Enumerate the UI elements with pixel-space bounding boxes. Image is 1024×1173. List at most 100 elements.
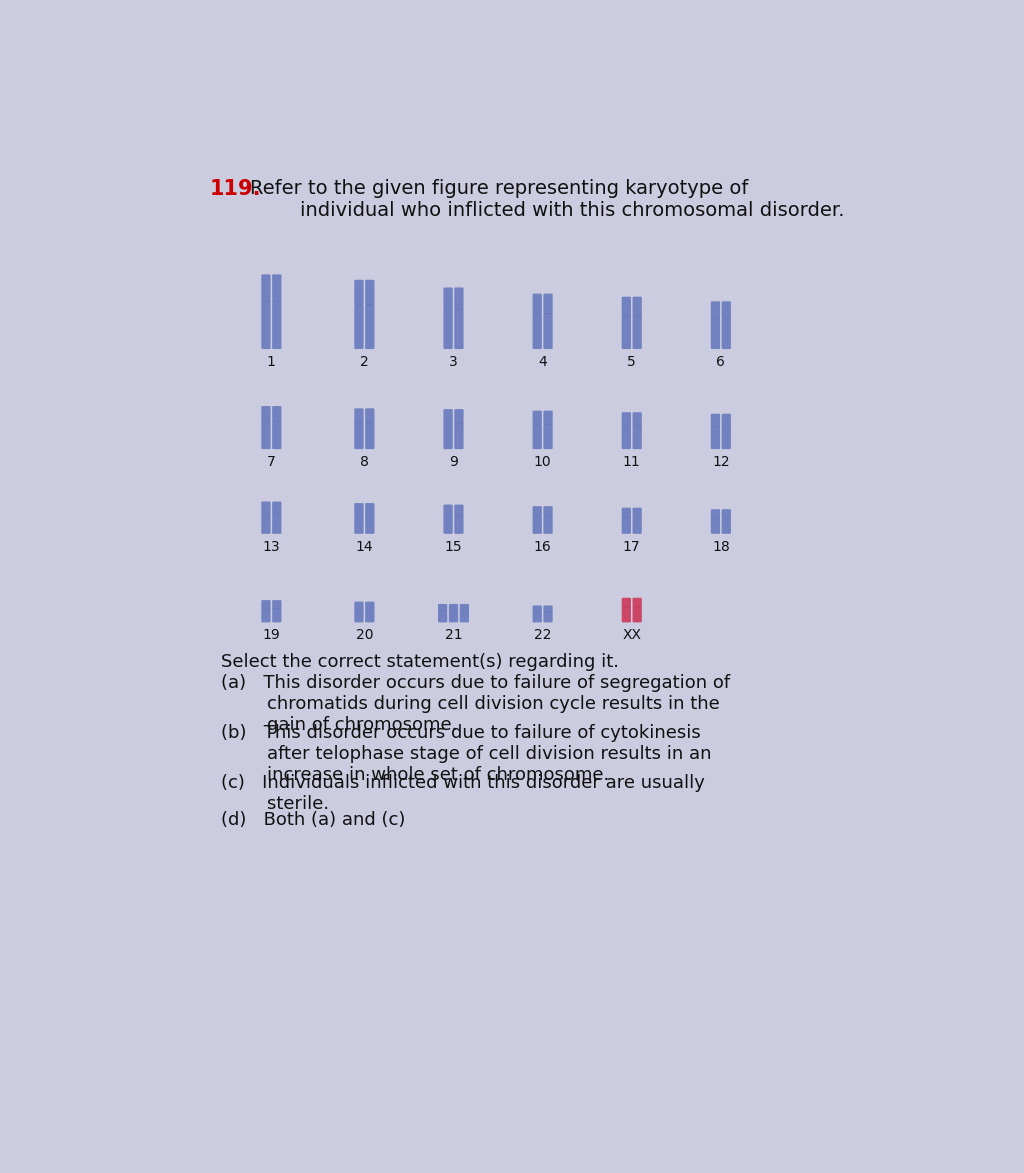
FancyBboxPatch shape xyxy=(261,513,270,534)
FancyBboxPatch shape xyxy=(366,609,375,623)
FancyBboxPatch shape xyxy=(354,422,364,449)
FancyBboxPatch shape xyxy=(272,300,282,350)
Text: 22: 22 xyxy=(534,629,551,642)
FancyBboxPatch shape xyxy=(544,425,553,449)
FancyBboxPatch shape xyxy=(455,423,464,449)
FancyBboxPatch shape xyxy=(711,426,720,449)
Text: 2: 2 xyxy=(360,354,369,368)
FancyBboxPatch shape xyxy=(261,274,270,301)
FancyBboxPatch shape xyxy=(354,514,364,534)
FancyBboxPatch shape xyxy=(261,502,270,514)
Text: 5: 5 xyxy=(628,354,636,368)
FancyBboxPatch shape xyxy=(633,606,642,623)
FancyBboxPatch shape xyxy=(532,411,542,425)
FancyBboxPatch shape xyxy=(722,509,731,518)
FancyBboxPatch shape xyxy=(261,608,270,623)
FancyBboxPatch shape xyxy=(272,274,282,301)
FancyBboxPatch shape xyxy=(633,508,642,517)
FancyBboxPatch shape xyxy=(443,504,453,516)
FancyBboxPatch shape xyxy=(366,602,375,610)
Text: 12: 12 xyxy=(712,455,730,469)
Text: 17: 17 xyxy=(623,540,641,554)
Text: Select the correct statement(s) regarding it.: Select the correct statement(s) regardin… xyxy=(221,653,618,671)
FancyBboxPatch shape xyxy=(455,504,464,516)
FancyBboxPatch shape xyxy=(722,301,731,319)
FancyBboxPatch shape xyxy=(366,408,375,423)
FancyBboxPatch shape xyxy=(354,408,364,423)
Text: (c)   Individuals inflicted with this disorder are usually
        sterile.: (c) Individuals inflicted with this diso… xyxy=(221,774,705,813)
Text: (b)   This disorder occurs due to failure of cytokinesis
        after telophase: (b) This disorder occurs due to failure … xyxy=(221,725,712,784)
FancyBboxPatch shape xyxy=(622,508,631,517)
FancyBboxPatch shape xyxy=(455,310,464,350)
FancyBboxPatch shape xyxy=(366,514,375,534)
FancyBboxPatch shape xyxy=(544,516,553,534)
FancyBboxPatch shape xyxy=(633,297,642,316)
FancyBboxPatch shape xyxy=(460,611,469,623)
Text: 19: 19 xyxy=(262,629,281,642)
FancyBboxPatch shape xyxy=(532,425,542,449)
FancyBboxPatch shape xyxy=(711,318,720,350)
FancyBboxPatch shape xyxy=(711,414,720,427)
FancyBboxPatch shape xyxy=(272,513,282,534)
Text: 11: 11 xyxy=(623,455,641,469)
Text: XX: XX xyxy=(623,629,641,642)
FancyBboxPatch shape xyxy=(354,609,364,623)
Text: 16: 16 xyxy=(534,540,552,554)
FancyBboxPatch shape xyxy=(532,611,542,623)
FancyBboxPatch shape xyxy=(722,426,731,449)
FancyBboxPatch shape xyxy=(261,601,270,609)
Text: 119.: 119. xyxy=(209,179,261,199)
FancyBboxPatch shape xyxy=(354,602,364,610)
Text: 8: 8 xyxy=(360,455,369,469)
Text: 20: 20 xyxy=(355,629,373,642)
FancyBboxPatch shape xyxy=(449,604,458,611)
FancyBboxPatch shape xyxy=(272,421,282,449)
FancyBboxPatch shape xyxy=(438,604,447,611)
FancyBboxPatch shape xyxy=(622,316,631,350)
FancyBboxPatch shape xyxy=(272,601,282,609)
FancyBboxPatch shape xyxy=(366,304,375,350)
FancyBboxPatch shape xyxy=(460,604,469,611)
FancyBboxPatch shape xyxy=(443,310,453,350)
FancyBboxPatch shape xyxy=(366,279,375,305)
FancyBboxPatch shape xyxy=(622,517,631,534)
Text: Refer to the given figure representing karyotype of
        individual who infli: Refer to the given figure representing k… xyxy=(250,179,844,221)
FancyBboxPatch shape xyxy=(622,598,631,608)
Text: 7: 7 xyxy=(267,455,275,469)
Text: 10: 10 xyxy=(534,455,552,469)
Text: 15: 15 xyxy=(444,540,462,554)
FancyBboxPatch shape xyxy=(544,411,553,425)
Text: 4: 4 xyxy=(539,354,547,368)
Text: 6: 6 xyxy=(717,354,725,368)
FancyBboxPatch shape xyxy=(622,412,631,426)
Text: 18: 18 xyxy=(712,540,730,554)
FancyBboxPatch shape xyxy=(722,318,731,350)
Text: (a)   This disorder occurs due to failure of segregation of
        chromatids d: (a) This disorder occurs due to failure … xyxy=(221,674,730,734)
FancyBboxPatch shape xyxy=(438,611,447,623)
FancyBboxPatch shape xyxy=(722,414,731,427)
FancyBboxPatch shape xyxy=(455,515,464,534)
FancyBboxPatch shape xyxy=(455,287,464,310)
FancyBboxPatch shape xyxy=(272,406,282,422)
FancyBboxPatch shape xyxy=(633,517,642,534)
FancyBboxPatch shape xyxy=(633,316,642,350)
FancyBboxPatch shape xyxy=(272,608,282,623)
Text: 1: 1 xyxy=(267,354,275,368)
FancyBboxPatch shape xyxy=(711,518,720,534)
FancyBboxPatch shape xyxy=(544,313,553,350)
Text: 14: 14 xyxy=(355,540,373,554)
FancyBboxPatch shape xyxy=(443,515,453,534)
FancyBboxPatch shape xyxy=(366,503,375,515)
FancyBboxPatch shape xyxy=(366,422,375,449)
FancyBboxPatch shape xyxy=(532,516,542,534)
FancyBboxPatch shape xyxy=(354,503,364,515)
FancyBboxPatch shape xyxy=(544,611,553,623)
FancyBboxPatch shape xyxy=(544,605,553,612)
FancyBboxPatch shape xyxy=(261,406,270,422)
FancyBboxPatch shape xyxy=(722,518,731,534)
FancyBboxPatch shape xyxy=(633,598,642,608)
FancyBboxPatch shape xyxy=(711,301,720,319)
FancyBboxPatch shape xyxy=(532,605,542,612)
FancyBboxPatch shape xyxy=(261,300,270,350)
Text: 3: 3 xyxy=(450,354,458,368)
